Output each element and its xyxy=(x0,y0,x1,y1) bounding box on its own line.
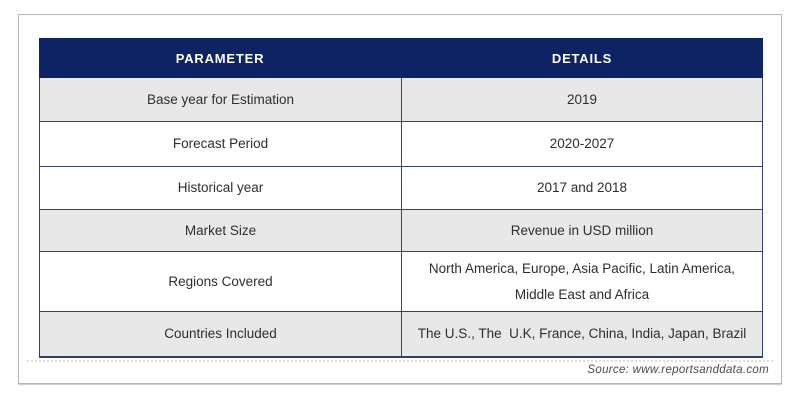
table-row: Forecast Period 2020-2027 xyxy=(40,121,762,166)
table-header-row: PARAMETER DETAILS xyxy=(39,38,763,78)
parameter-cell-base-year: Base year for Estimation xyxy=(146,91,295,107)
table-row: Countries Included The U.S., The U.K, Fr… xyxy=(40,311,762,357)
parameter-cell-market-size: Market Size xyxy=(184,222,257,238)
parameter-cell-historical-year: Historical year xyxy=(177,180,264,196)
column-header-parameter: PARAMETER xyxy=(175,50,265,66)
details-cell-historical-year: 2017 and 2018 xyxy=(401,167,762,209)
market-report-scope-table: PARAMETER DETAILS Base year for Estimati… xyxy=(39,38,763,359)
parameter-cell-countries-included: Countries Included xyxy=(164,326,277,342)
table-body: Base year for Estimation 2019 Forecast P… xyxy=(39,78,763,359)
details-cell-regions-covered: North America, Europe, Asia Pacific, Lat… xyxy=(401,252,762,312)
details-cell-forecast-period: 2020-2027 xyxy=(401,122,762,166)
source-attribution: Source: www.reportsanddata.com xyxy=(587,364,769,376)
table-row: Regions Covered North America, Europe, A… xyxy=(40,251,762,312)
parameter-cell-forecast-period: Forecast Period xyxy=(172,136,269,152)
table-row: Base year for Estimation 2019 xyxy=(40,78,762,121)
table-row: Historical year 2017 and 2018 xyxy=(40,166,762,209)
table-row: Market Size Revenue in USD million xyxy=(40,209,762,251)
column-header-details: DETAILS xyxy=(551,50,613,66)
details-cell-countries-included: The U.S., The U.K, France, China, India,… xyxy=(401,312,762,357)
report-scope-card: PARAMETER DETAILS Base year for Estimati… xyxy=(18,14,782,384)
dotted-divider xyxy=(27,360,773,362)
parameter-cell-regions-covered: Regions Covered xyxy=(168,273,273,289)
details-cell-base-year: 2019 xyxy=(401,78,762,121)
details-cell-market-size: Revenue in USD million xyxy=(401,210,762,251)
